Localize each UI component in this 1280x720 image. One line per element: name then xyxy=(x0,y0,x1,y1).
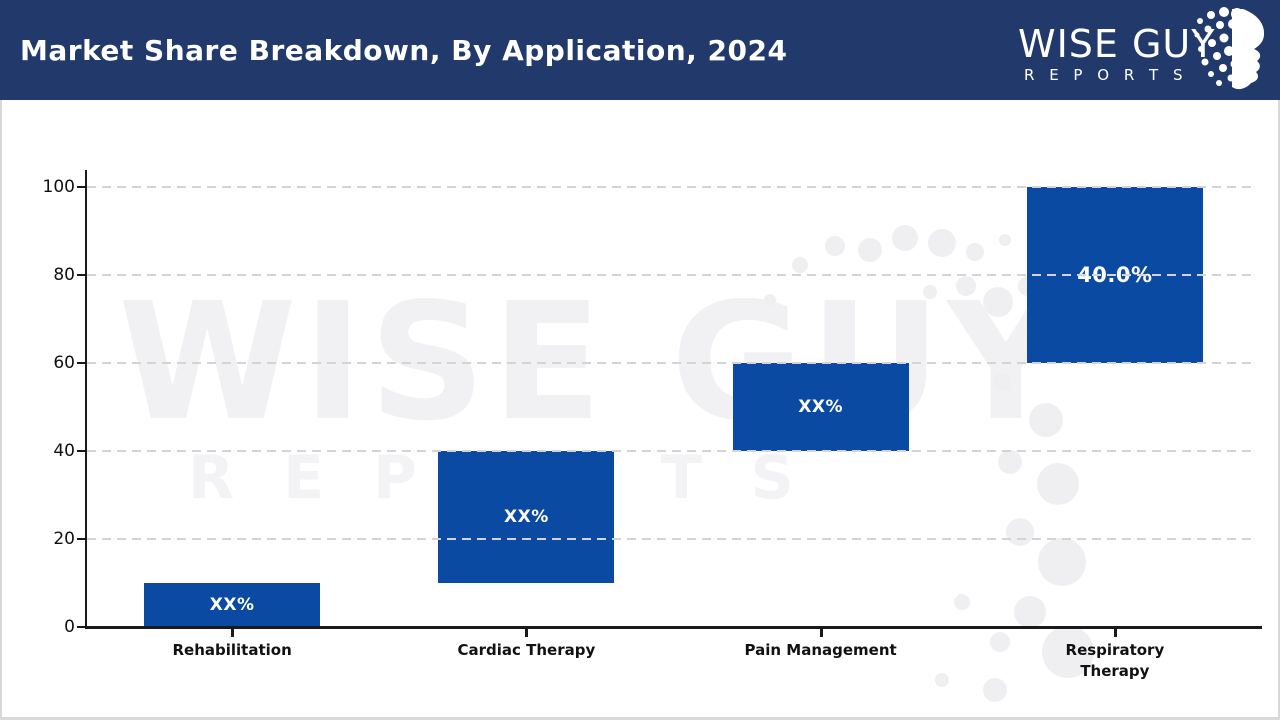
category-label-0: Rehabilitation xyxy=(172,641,292,659)
logo-face-dots-icon xyxy=(1194,7,1265,90)
bar-value-label: XX% xyxy=(209,595,255,615)
category-label-3: Respiratory Therapy xyxy=(1065,641,1165,680)
x-tickmark-1 xyxy=(525,629,529,637)
bar-rehabilitation: XX% xyxy=(144,583,321,627)
y-tickmark-60 xyxy=(77,362,85,364)
logo-wordmark: WISE GUY xyxy=(1018,22,1215,66)
x-axis-line xyxy=(85,626,1262,629)
y-tick-label-0: 0 xyxy=(64,617,75,637)
header-banner: Market Share Breakdown, By Application, … xyxy=(0,0,1280,100)
bar-cardiac-therapy: XX% xyxy=(438,451,615,583)
logo-tagline: R E P O R T S xyxy=(1024,66,1187,84)
y-axis-line xyxy=(85,170,87,629)
category-label-2: Pain Management xyxy=(744,641,897,659)
gridline-40 xyxy=(87,450,1252,452)
chart-title: Market Share Breakdown, By Application, … xyxy=(20,33,788,67)
y-tick-label-40: 40 xyxy=(53,441,75,461)
y-tick-label-100: 100 xyxy=(42,177,75,197)
x-tickmark-2 xyxy=(819,629,823,637)
y-tick-label-20: 20 xyxy=(53,529,75,549)
y-tickmark-0 xyxy=(77,626,85,628)
wise-guy-reports-logo: WISE GUY R E P O R T S xyxy=(1018,7,1265,90)
y-tickmark-80 xyxy=(77,274,85,276)
bar-value-label: XX% xyxy=(798,397,843,417)
gridline-20 xyxy=(87,538,1252,540)
x-tickmark-3 xyxy=(1113,629,1117,637)
y-tick-label-60: 60 xyxy=(53,353,75,373)
gridline-80 xyxy=(87,274,1252,276)
y-tick-label-80: 80 xyxy=(53,265,75,285)
gridline-100 xyxy=(87,186,1252,188)
gridline-60 xyxy=(87,362,1252,364)
y-tickmark-20 xyxy=(77,538,85,540)
bar-pain-management: XX% xyxy=(732,363,909,451)
bar-value-label: XX% xyxy=(504,507,549,527)
y-tickmark-40 xyxy=(77,450,85,452)
y-tickmark-100 xyxy=(77,186,85,188)
x-tickmark-0 xyxy=(231,629,235,637)
category-label-1: Cardiac Therapy xyxy=(457,641,596,659)
